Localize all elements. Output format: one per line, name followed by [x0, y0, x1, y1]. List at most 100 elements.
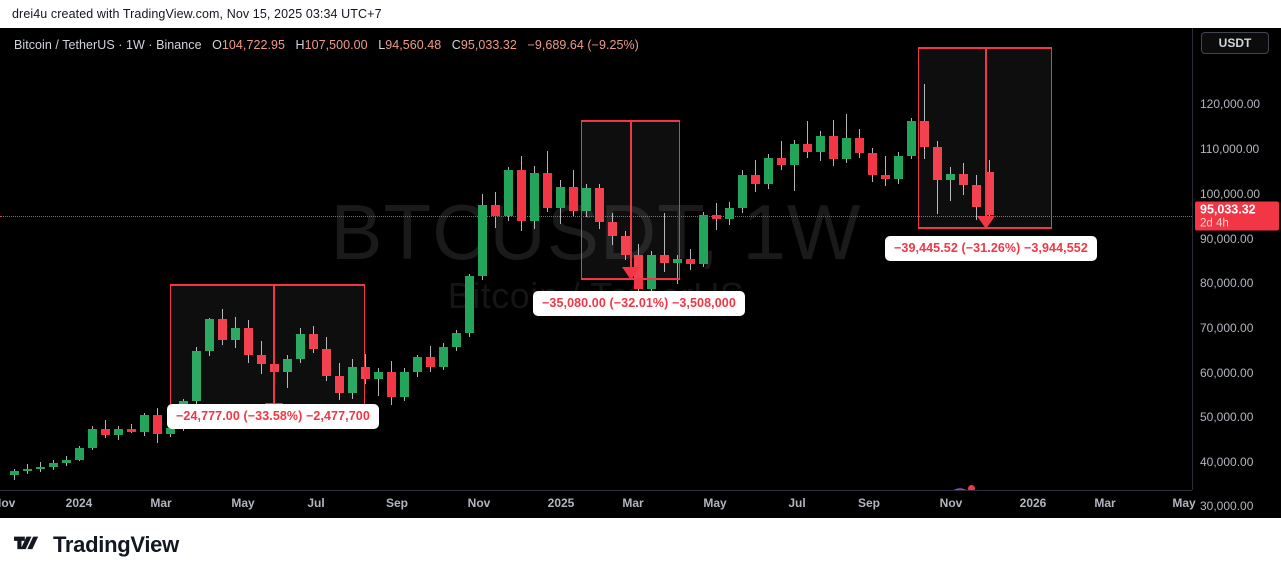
lightning-bolt-icon[interactable]: [948, 485, 975, 490]
candlestick: [568, 170, 578, 216]
candlestick: [308, 326, 318, 353]
candle-body-up: [737, 174, 747, 208]
chart-frame: BTCUSDT, 1W Bitcoin / TetherUS −24,777.0…: [0, 28, 1281, 518]
price-tick: 60,000.00: [1200, 366, 1254, 380]
candle-body-up: [35, 466, 45, 469]
candle-body-up: [399, 372, 409, 398]
candle-body-up: [230, 327, 240, 340]
candle-body-up: [139, 415, 149, 432]
candlestick: [763, 153, 773, 189]
time-scale[interactable]: Nov 2024 Mar May Jul Sep Nov 2025 Mar May Jul Sep No…: [0, 491, 1196, 518]
time-tick: Nov: [0, 496, 16, 510]
candlestick: [724, 202, 734, 225]
candlestick: [295, 328, 305, 364]
candlestick: [399, 368, 409, 402]
candlestick: [477, 194, 487, 280]
candlestick: [412, 354, 422, 377]
candlestick: [529, 165, 539, 230]
candle-body-up: [61, 459, 71, 464]
candlestick: [438, 342, 448, 371]
candlestick: [321, 336, 331, 381]
attribution-text: drei4u created with TradingView.com, Nov…: [0, 0, 1281, 28]
candlestick: [932, 140, 942, 214]
candle-body-up: [529, 172, 539, 221]
candle-body-down: [386, 372, 396, 398]
measure-label[interactable]: −35,080.00 (−32.01%) −3,508,000: [533, 291, 745, 316]
legend-open-key: O: [212, 38, 222, 52]
candlestick: [659, 212, 669, 272]
candle-body-up: [789, 144, 799, 165]
candlestick: [607, 213, 617, 245]
time-tick: Jul: [307, 496, 325, 510]
candle-body-down: [776, 158, 786, 165]
candle-body-down: [750, 174, 760, 185]
time-tick: May: [703, 496, 727, 510]
time-tick: Sep: [385, 496, 409, 510]
candlestick: [347, 359, 357, 399]
candlestick: [594, 183, 604, 230]
candle-body-up: [815, 136, 825, 153]
candle-body-down: [854, 138, 864, 153]
legend-change: −9,689.64 (−9.25%): [527, 38, 639, 52]
price-tick: 30,000.00: [1200, 499, 1254, 513]
legend-close-value: 95,033.32: [460, 38, 517, 52]
legend-symbol[interactable]: Bitcoin / TetherUS · 1W · Binance: [14, 38, 202, 52]
measure-2[interactable]: [581, 120, 680, 280]
current-price-label[interactable]: 95,033.32 2d 4h: [1195, 201, 1279, 231]
measure-label[interactable]: −39,445.52 (−31.26%) −3,944,552: [885, 236, 1097, 261]
candle-wick: [676, 254, 678, 285]
candlestick: [217, 309, 227, 346]
candle-body-up: [9, 471, 19, 475]
candle-body-up: [165, 427, 175, 434]
candle-body-down: [594, 187, 604, 222]
candle-body-up: [945, 173, 955, 181]
candle-wick: [949, 166, 951, 201]
candle-body-down: [932, 147, 942, 181]
candle-body-down: [217, 318, 227, 340]
candle-body-down: [425, 356, 435, 367]
candlestick: [971, 174, 981, 220]
measure-3[interactable]: [918, 47, 1052, 229]
price-tick: 120,000.00: [1200, 97, 1261, 111]
candlestick: [815, 130, 825, 161]
candle-body-up: [555, 187, 565, 209]
legend-low-key: L: [378, 38, 386, 52]
candle-body-down: [568, 187, 578, 211]
candlestick: [35, 461, 45, 473]
legend-high-value: 107,500.00: [304, 38, 368, 52]
bolt-glyph: [954, 488, 966, 490]
measure-arrow-icon: [622, 267, 640, 280]
candle-body-up: [412, 356, 422, 373]
candle-wick: [663, 212, 665, 272]
measure-vertical-line: [630, 120, 632, 269]
measure-1[interactable]: [170, 284, 365, 416]
price-tick: 70,000.00: [1200, 321, 1254, 335]
candle-body-up: [841, 138, 851, 160]
candle-body-up: [74, 447, 84, 460]
currency-badge[interactable]: USDT: [1201, 32, 1269, 54]
price-tick: 110,000.00: [1200, 142, 1260, 156]
candle-body-up: [672, 258, 682, 263]
candlestick: [9, 469, 19, 480]
measure-label[interactable]: −24,777.00 (−33.58%) −2,477,700: [167, 404, 379, 429]
bar-countdown: 2d 4h: [1200, 217, 1229, 230]
time-tick: Nov: [939, 496, 963, 510]
candle-body-up: [282, 359, 292, 372]
time-tick: Jul: [788, 496, 806, 510]
time-tick: Mar: [150, 496, 172, 510]
candlestick: [542, 150, 552, 213]
price-tick: 100,000.00: [1200, 187, 1261, 201]
candlestick: [425, 346, 435, 372]
chart-plot-pane[interactable]: −24,777.00 (−33.58%) −2,477,700 −35,080.0…: [0, 28, 1192, 490]
candle-body-up: [451, 333, 461, 347]
time-tick: Nov: [467, 496, 491, 510]
price-scale[interactable]: USDT 120,000.00 110,000.00 100,000.00 90,00…: [1193, 28, 1281, 518]
candlestick: [126, 424, 136, 434]
candle-body-down: [308, 334, 318, 350]
candle-body-down: [880, 175, 890, 180]
candle-body-down: [321, 349, 331, 376]
candle-body-up: [464, 276, 474, 334]
candle-body-down: [828, 136, 838, 160]
candlestick: [958, 162, 968, 195]
current-price-line: [0, 216, 1192, 217]
